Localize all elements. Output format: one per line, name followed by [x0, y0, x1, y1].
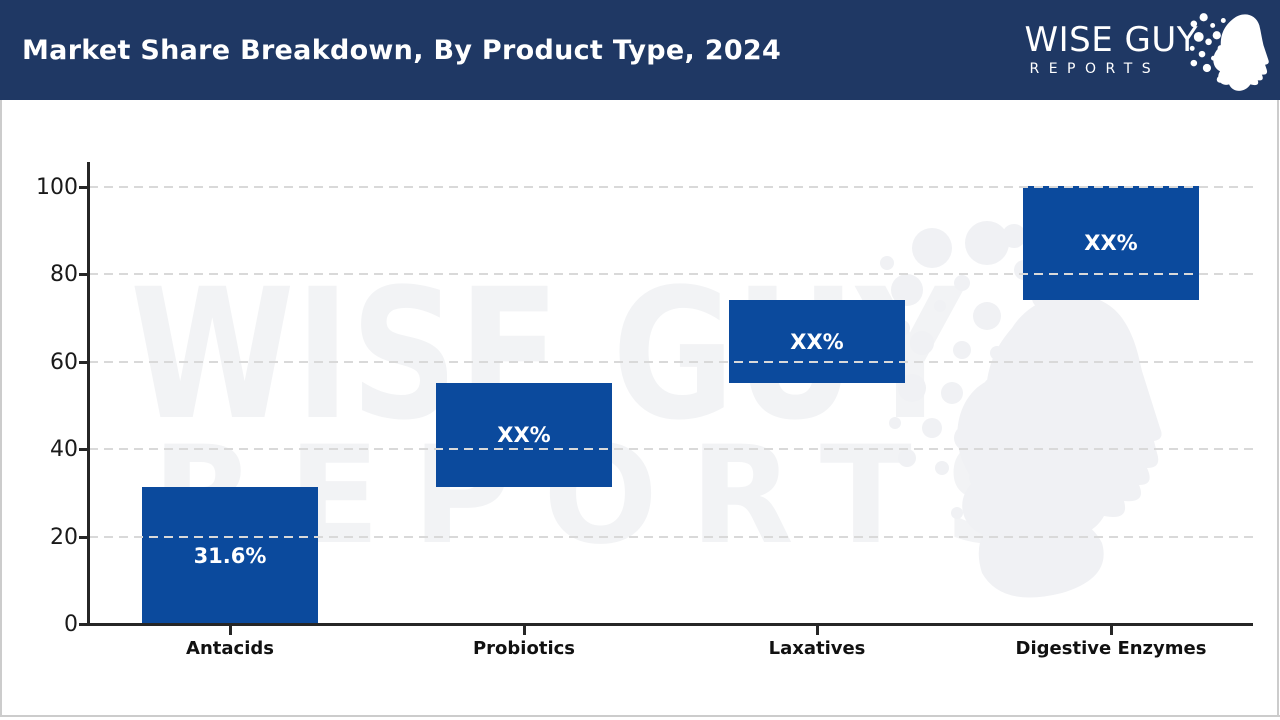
wise-guy-reports-logo: WISE GUY REPORTS: [1024, 4, 1270, 96]
frame-right-border: [1277, 100, 1279, 716]
page-title: Market Share Breakdown, By Product Type,…: [22, 34, 782, 66]
x-category-probiotics: Probiotics: [472, 638, 575, 659]
gridline-40: [89, 448, 1253, 450]
logo-reports-label: REPORTS: [1029, 60, 1161, 77]
bar-value-label: XX%: [1084, 231, 1138, 255]
x-axis-spine: [87, 623, 1253, 626]
frame-left-border: [0, 100, 2, 716]
x-category-antacids: Antacids: [186, 638, 274, 659]
gridline-20: [89, 536, 1253, 538]
y-tick-label-0: 0: [64, 612, 78, 637]
y-tick-label-40: 40: [50, 437, 78, 462]
y-tick: [79, 623, 88, 626]
gridline-100: [89, 186, 1253, 188]
x-tick: [229, 626, 232, 635]
logo-face-icon: [1189, 13, 1269, 91]
x-tick: [1110, 626, 1113, 635]
y-tick: [79, 273, 88, 276]
gridline-80: [89, 273, 1253, 275]
title-banner: Market Share Breakdown, By Product Type,…: [0, 0, 1280, 100]
bar-value-label: XX%: [497, 423, 551, 447]
bar-digestive-enzymes: XX%: [1023, 186, 1199, 300]
bar-laxatives: XX%: [729, 300, 905, 383]
frame-bottom-border: [0, 715, 1280, 717]
x-tick: [523, 626, 526, 635]
watermark-face-icon: [860, 221, 1162, 598]
y-tick: [79, 536, 88, 539]
y-tick-label-80: 80: [50, 262, 78, 287]
logo-wiseguy-label: WISE GUY: [1024, 20, 1198, 61]
x-category-digestive-enzymes: Digestive Enzymes: [1015, 638, 1207, 659]
gridline-60: [89, 361, 1253, 363]
y-tick-label-60: 60: [50, 350, 78, 375]
y-tick: [79, 361, 88, 364]
y-tick-label-20: 20: [50, 525, 78, 550]
x-category-laxatives: Laxatives: [768, 638, 866, 659]
y-axis-spine: [87, 162, 90, 626]
logo-text: WISE GUY REPORTS: [1024, 20, 1198, 77]
x-tick: [816, 626, 819, 635]
bar-probiotics: XX%: [436, 383, 612, 487]
y-tick: [79, 448, 88, 451]
bar-value-label: 31.6%: [193, 544, 267, 568]
y-tick: [79, 186, 88, 189]
y-tick-label-100: 100: [36, 175, 78, 200]
bar-antacids: 31.6%: [142, 487, 318, 625]
bar-value-label: XX%: [790, 329, 844, 354]
